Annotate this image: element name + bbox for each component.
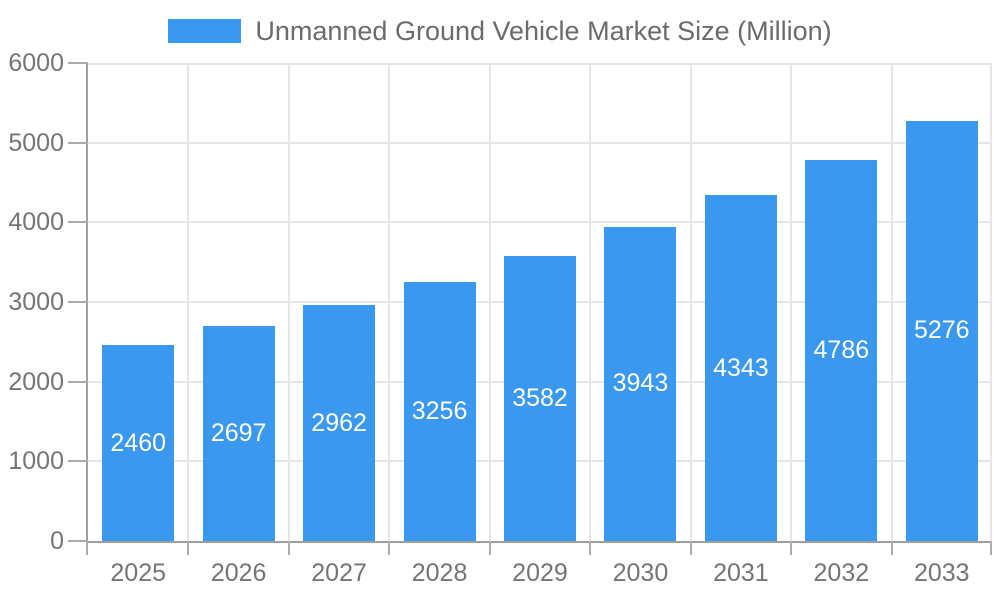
- y-tick-label: 4000: [8, 208, 64, 237]
- bar-value-label: 3582: [512, 383, 568, 412]
- x-tick-label: 2026: [210, 559, 267, 587]
- bar-value-label: 2962: [311, 408, 367, 437]
- y-tick: [68, 141, 88, 144]
- x-grid-line: [689, 63, 692, 541]
- y-tick: [68, 540, 88, 542]
- x-tick: [488, 541, 491, 555]
- bar[interactable]: 2962: [303, 305, 376, 541]
- bar[interactable]: 5276: [905, 120, 978, 541]
- x-grid-line: [890, 63, 893, 541]
- bar[interactable]: 4343: [704, 195, 777, 541]
- y-tick: [68, 62, 88, 64]
- y-tick-label: 2000: [8, 367, 64, 396]
- y-grid-line: [88, 141, 992, 144]
- bar-value-label: 5276: [913, 316, 970, 345]
- y-tick: [68, 221, 88, 224]
- x-tick: [287, 541, 290, 555]
- x-grid-line: [187, 63, 190, 541]
- bar-value-label: 2460: [110, 428, 167, 457]
- y-tick-label: 6000: [8, 49, 64, 77]
- bar-value-label: 4786: [813, 335, 870, 364]
- x-tick: [388, 541, 391, 555]
- chart-title: Unmanned Ground Vehicle Market Size (Mil…: [255, 15, 832, 46]
- bar-value-label: 2697: [210, 419, 267, 448]
- plot-area: 0 1000 2000 3000 4000 5000 6000 2025 2026 2027 202…: [8, 49, 992, 587]
- legend: Unmanned Ground Vehicle Market Size (Mil…: [0, 14, 1000, 48]
- bar-value-label: 4343: [713, 353, 769, 382]
- x-tick: [790, 541, 793, 555]
- x-grid-line: [388, 63, 391, 541]
- bar[interactable]: 2460: [102, 345, 175, 541]
- x-tick-label: 2028: [411, 559, 468, 587]
- bar[interactable]: 3582: [504, 255, 576, 541]
- y-grid-line: [88, 63, 992, 65]
- x-tick: [589, 541, 592, 555]
- y-tick-label: 0: [50, 527, 64, 555]
- x-grid-line: [790, 63, 793, 541]
- y-tick: [68, 301, 88, 303]
- bar-value-label: 3256: [411, 396, 468, 425]
- x-grid-line: [589, 63, 592, 541]
- legend-swatch: [168, 19, 242, 43]
- x-tick: [890, 541, 893, 555]
- bar[interactable]: 3256: [403, 281, 476, 541]
- x-tick: [990, 541, 992, 555]
- legend-item[interactable]: Unmanned Ground Vehicle Market Size (Mil…: [168, 15, 832, 47]
- x-tick: [86, 541, 88, 555]
- x-tick-label: 2027: [311, 559, 367, 587]
- x-tick-label: 2033: [913, 559, 970, 587]
- y-tick: [68, 460, 88, 463]
- x-tick-label: 2030: [612, 559, 669, 587]
- y-tick-label: 1000: [8, 447, 64, 476]
- x-tick-label: 2032: [813, 559, 870, 587]
- x-tick: [187, 541, 190, 555]
- y-tick: [68, 380, 88, 383]
- y-tick-label: 3000: [8, 288, 64, 316]
- x-grid-line: [990, 63, 992, 541]
- x-axis-line: [86, 541, 992, 543]
- bar-value-label: 3943: [612, 369, 669, 398]
- x-grid-line: [488, 63, 491, 541]
- bar[interactable]: 3943: [604, 226, 677, 541]
- bar[interactable]: 4786: [805, 159, 878, 541]
- y-tick-label: 5000: [8, 128, 64, 157]
- x-grid-line: [287, 63, 290, 541]
- y-grid-line: [88, 221, 992, 224]
- bar[interactable]: 2697: [202, 326, 275, 541]
- x-tick: [689, 541, 692, 555]
- x-tick-label: 2025: [110, 559, 167, 587]
- x-tick-label: 2031: [713, 559, 769, 587]
- x-tick-label: 2029: [512, 559, 568, 587]
